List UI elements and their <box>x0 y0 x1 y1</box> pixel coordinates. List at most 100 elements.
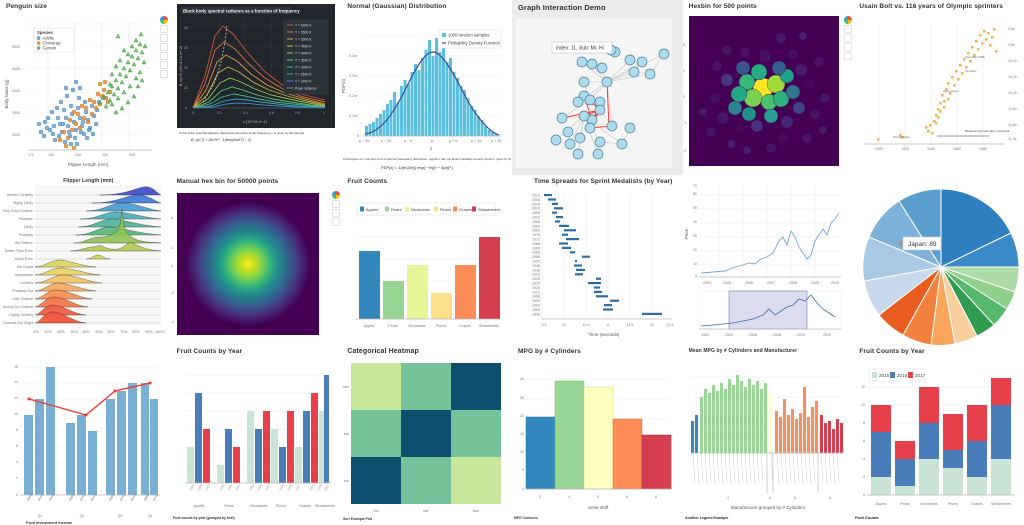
box-select-tool-icon[interactable] <box>844 25 853 33</box>
plot-toolbar[interactable] <box>159 16 169 79</box>
chart-title: Graph Interaction Demo <box>518 3 606 12</box>
chart-olympic-medals-pie[interactable]: Japan: 89 <box>853 175 1024 345</box>
chart-mpg-by-cylinders[interactable]: MPG by # Cylinders 0 5 <box>512 345 683 525</box>
svg-text:Plums: Plums <box>948 502 958 506</box>
tooltip-text: Japan: 89 <box>908 241 937 248</box>
box-select-tool-icon[interactable] <box>332 200 341 208</box>
normal-dist-svg[interactable]: 1000 random samples Probability Density … <box>341 14 511 172</box>
quarterly-svg[interactable]: 0 2 4 6 8 10 12 14 16 apples pears plums… <box>0 349 170 525</box>
svg-text:2017: 2017 <box>264 483 271 491</box>
plot-area[interactable]: Almost Certainly Highly Likely Very Good… <box>0 183 171 345</box>
chart-fruit-counts[interactable]: Fruit Counts Apples <box>341 175 512 345</box>
plot-area[interactable]: 4 5 6 8 Manufacturer grouped by # Cylind… <box>683 359 854 525</box>
y-ticks: baz bar foo <box>344 385 351 483</box>
plot-area[interactable]: Species Adelie Chinstrap Gentoo 170 180 … <box>0 14 171 175</box>
chart-title: Hexbin for 500 points <box>688 3 757 10</box>
plot-area[interactable]: baz bar foo foo bar baz Sort Example Plo… <box>341 359 512 525</box>
graph-nodes[interactable] <box>550 44 670 160</box>
chart-categorical-heatmap[interactable]: Categorical Heatmap baz bar foo <box>341 345 512 525</box>
box-zoom-tool-icon[interactable] <box>159 34 168 42</box>
plot-area[interactable]: 0 5 10 15 20 25 30 3 4 5 6 8 some stuff … <box>512 359 683 525</box>
box-zoom-tool-icon[interactable] <box>332 209 341 217</box>
mean-mpg-svg[interactable]: 4 5 6 8 Manufacturer grouped by # Cylind… <box>683 359 853 521</box>
fruit-counts-svg[interactable]: Apples Pears Nectarines Plums Grapes Str… <box>341 189 511 341</box>
bars[interactable] <box>690 375 843 453</box>
svg-text:40: 40 <box>693 220 697 224</box>
chart-fruit-counts-by-year-stacked[interactable]: Fruit Counts by Year <box>853 345 1024 525</box>
bars[interactable] <box>525 380 672 490</box>
blackbody-svg[interactable]: Black body spectral radiance as a functi… <box>176 4 335 142</box>
chart-quarterly-grouped-bars[interactable]: 0 2 4 6 8 10 12 14 16 apples pears plums… <box>0 345 171 525</box>
bars[interactable] <box>359 237 501 319</box>
manual-hexbin-svg[interactable]: 4 2 0 -2 -4 <box>171 189 341 341</box>
plot-area[interactable]: 0 2 4 6 8 10 12 14 16 apples pears plums… <box>0 349 171 525</box>
stack-pears <box>895 441 916 495</box>
reset-tool-icon[interactable] <box>159 61 168 69</box>
pan-tool-icon[interactable] <box>159 25 168 33</box>
pie-svg[interactable]: Japan: 89 <box>853 175 1023 345</box>
plot-area[interactable]: Japan: 89 <box>853 175 1024 345</box>
pie-slices[interactable] <box>862 188 1020 345</box>
svg-text:5: 5 <box>597 495 599 499</box>
lasso-select-tool-icon[interactable] <box>844 43 853 51</box>
stock-svg[interactable]: 2004 2005 2006 2007 2008 2009 2010 0 10 … <box>683 179 853 341</box>
heatmap-cells[interactable] <box>351 363 502 504</box>
plot-area[interactable]: 2004 2005 2006 2007 2008 2009 2010 0 10 … <box>683 179 854 345</box>
save-tool-icon[interactable] <box>159 52 168 60</box>
plot-toolbar[interactable] <box>844 16 853 61</box>
ridgeline-svg[interactable]: Almost Certainly Highly Likely Very Good… <box>0 183 170 345</box>
box-zoom-tool-icon[interactable] <box>844 34 853 42</box>
chart-manual-hexbin[interactable]: Manual hex bin for 50000 points <box>170 175 342 345</box>
chart-fruit-counts-by-year-grouped[interactable]: Fruit Counts by Year 2015 <box>170 345 342 525</box>
wheel-zoom-tool-icon[interactable] <box>159 43 168 51</box>
svg-text:0: 0 <box>171 264 173 268</box>
svg-text:Pears: Pears <box>389 324 399 328</box>
fruit-stacked-svg[interactable]: 2015 2016 2017 0 2 4 6 8 10 12 Apples Pe… <box>853 359 1023 521</box>
chart-hexbin-500[interactable]: Hexbin for 500 points <box>682 0 854 175</box>
plot-toolbar[interactable] <box>332 191 341 227</box>
chart-blackbody[interactable]: Black body spectral radiance as a functi… <box>170 0 342 175</box>
gentoo-points <box>97 31 148 115</box>
stack-plums <box>943 414 964 495</box>
mpg-cyl-svg[interactable]: 0 5 10 15 20 25 30 3 4 5 6 8 some stuff … <box>512 359 682 521</box>
svg-text:2017: 2017 <box>294 483 301 491</box>
hexbin-svg[interactable]: 2 1 0 -1 -2 <box>683 14 853 172</box>
plot-area[interactable]: Thomas Burke Usain Bolt (2008) Jim Hines… <box>853 14 1024 175</box>
penguin-scatter-svg[interactable]: Species Adelie Chinstrap Gentoo 170 180 … <box>0 14 170 172</box>
chart-sprint-time-spreads[interactable]: Time Spreads for Sprint Medalists (by Ye… <box>512 175 683 345</box>
range-tool-panel[interactable]: 2002 2004 2006 2008 2010 2012 <box>698 290 841 337</box>
svg-text:10: 10 <box>14 412 18 416</box>
cat-heatmap-svg[interactable]: baz bar foo foo bar baz Sort Example Plo… <box>341 359 511 521</box>
svg-text:Grapes: Grapes <box>971 502 983 506</box>
plot-area[interactable]: 1000 random samples Probability Density … <box>341 14 512 175</box>
chart-usain-bolt[interactable]: Usain Bolt vs. 116 years of Olympic spri… <box>853 0 1024 175</box>
plot-area[interactable]: 2012 2008 2004 2000 1996 1992 1988 1984 1980… <box>512 189 683 345</box>
reset-tool-icon[interactable] <box>332 218 341 226</box>
plot-area[interactable]: 2 1 0 -1 -2 <box>683 14 854 175</box>
chart-mean-mpg-cyl-manufacturer[interactable]: Mean MPG by # Cylinders and Manufacturer <box>682 345 854 525</box>
svg-text:70%: 70% <box>120 330 128 334</box>
plot-area[interactable]: Apples Pears Nectarines Plums Grapes Str… <box>341 189 512 345</box>
fruit-grouped-svg[interactable]: 2015 2016 2017 2015 2016 2017 2015 2016 … <box>171 359 341 521</box>
plot-area[interactable]: index: 11, club: Mr. Hi <box>512 14 683 175</box>
usain-bolt-svg[interactable]: Thomas Burke Usain Bolt (2008) Jim Hines… <box>853 14 1023 172</box>
plot-area[interactable]: 2015 2016 2017 2015 2016 2017 2015 2016 … <box>171 359 342 525</box>
reset-tool-icon[interactable] <box>844 52 853 60</box>
network-svg[interactable]: index: 11, club: Mr. Hi <box>512 14 682 172</box>
bars[interactable] <box>24 367 158 495</box>
stacked-bars[interactable] <box>871 378 1012 495</box>
chart-normal-distribution[interactable]: Normal (Gaussian) Distribution <box>341 0 512 175</box>
chart-perceptions-of-probability[interactable]: Flipper Length (mm) Almost Certainly Hig… <box>0 175 171 345</box>
plot-area[interactable]: 4 2 0 -2 -4 <box>171 189 342 345</box>
svg-text:8: 8 <box>655 495 657 499</box>
svg-text:8: 8 <box>16 428 18 432</box>
svg-text:2015: 2015 <box>308 483 315 491</box>
chart-stock-range-tool[interactable]: 2004 2005 2006 2007 2008 2009 2010 0 10 … <box>682 175 854 345</box>
bars[interactable] <box>186 375 329 483</box>
plot-area[interactable]: 2015 2016 2017 0 2 4 6 8 10 12 Apples Pe… <box>853 359 1024 525</box>
help-tool-icon[interactable] <box>159 70 168 78</box>
chart-penguin-size[interactable]: Penguin size <box>0 0 171 175</box>
chart-graph-interaction-demo[interactable]: Graph Interaction Demo <box>512 0 683 175</box>
chart-title: MPG by # Cylinders <box>518 348 581 355</box>
